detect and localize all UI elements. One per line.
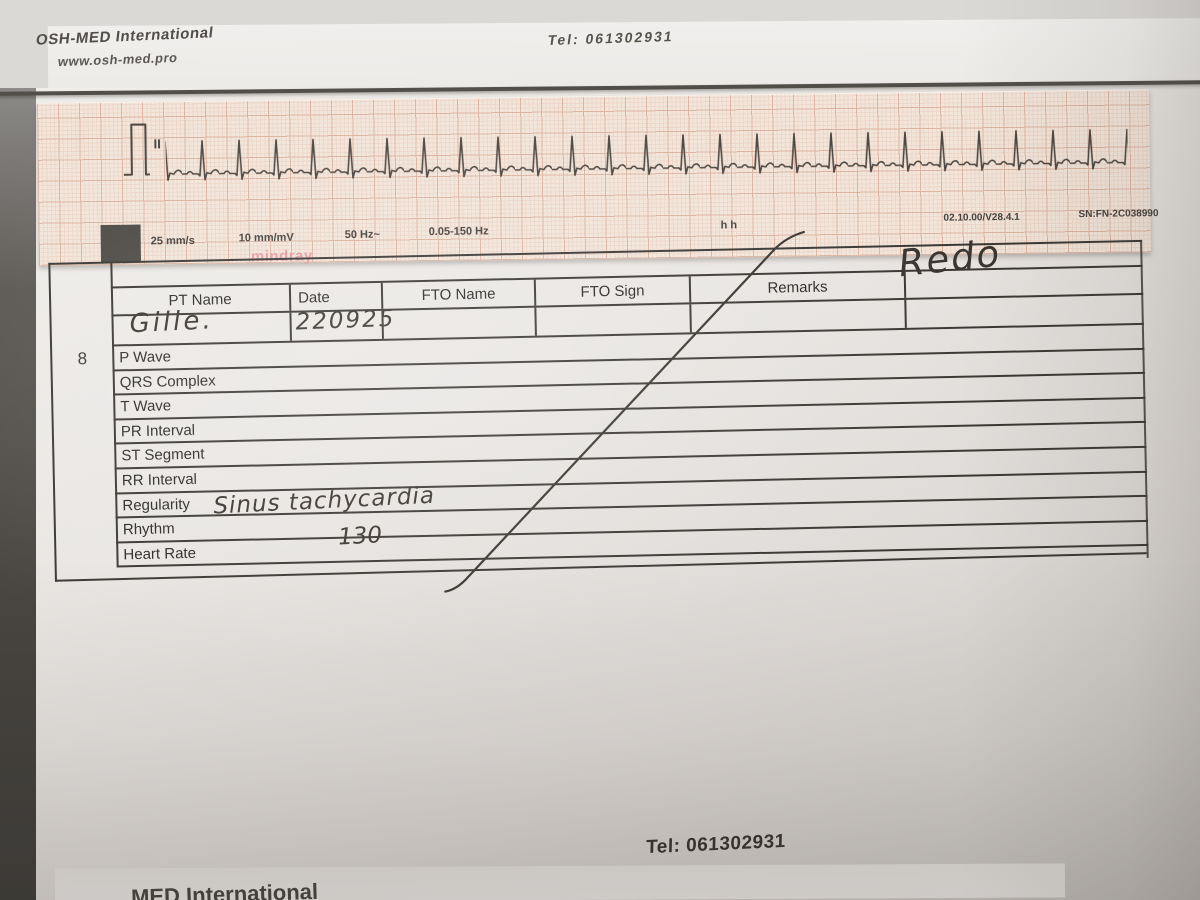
handwritten-date: 220925 (295, 305, 396, 336)
assessment-table: 8 PT Name Date FTO Name FTO Sign Remarks… (40, 225, 1159, 604)
cell-extra (906, 295, 1144, 328)
handwritten-heart-rate: 130 (337, 522, 383, 551)
cell-fto-sign (536, 304, 692, 336)
handwritten-pt-name: Gille. (128, 305, 215, 340)
lead-label: II (153, 136, 161, 152)
header-fto-sign: FTO Sign (535, 276, 692, 306)
top-page-band: OSH-MED International www.osh-med.pro Te… (0, 0, 1200, 97)
firmware-version: 02.10.00/V28.4.1 (943, 211, 1020, 224)
next-page-partial-text: MED International (130, 878, 319, 900)
calibration-pulse (123, 123, 150, 176)
header-remarks: Remarks (690, 271, 907, 303)
photo-left-edge (0, 88, 36, 900)
cell-fto-name (383, 307, 537, 339)
notch-filter: 50 Hz~ (344, 228, 380, 242)
ecg-waveform (123, 114, 1129, 203)
header-fto-name: FTO Name (382, 279, 537, 309)
ecg-strip: II 25 mm/s 10 mm/mV mindray 50 Hz~ 0.05-… (37, 89, 1159, 266)
bandwidth: 0.05-150 Hz (428, 225, 489, 239)
item-number: 8 (77, 349, 88, 369)
cell-remarks (691, 299, 907, 333)
next-page-edge: MED International (54, 863, 1066, 900)
event-marks: h h (720, 219, 738, 232)
inner-table: PT Name Date FTO Name FTO Sign Remarks P… (110, 264, 1149, 568)
table-outer-left-border (48, 262, 57, 582)
serial-number: SN:FN-2C038990 (1078, 208, 1159, 221)
